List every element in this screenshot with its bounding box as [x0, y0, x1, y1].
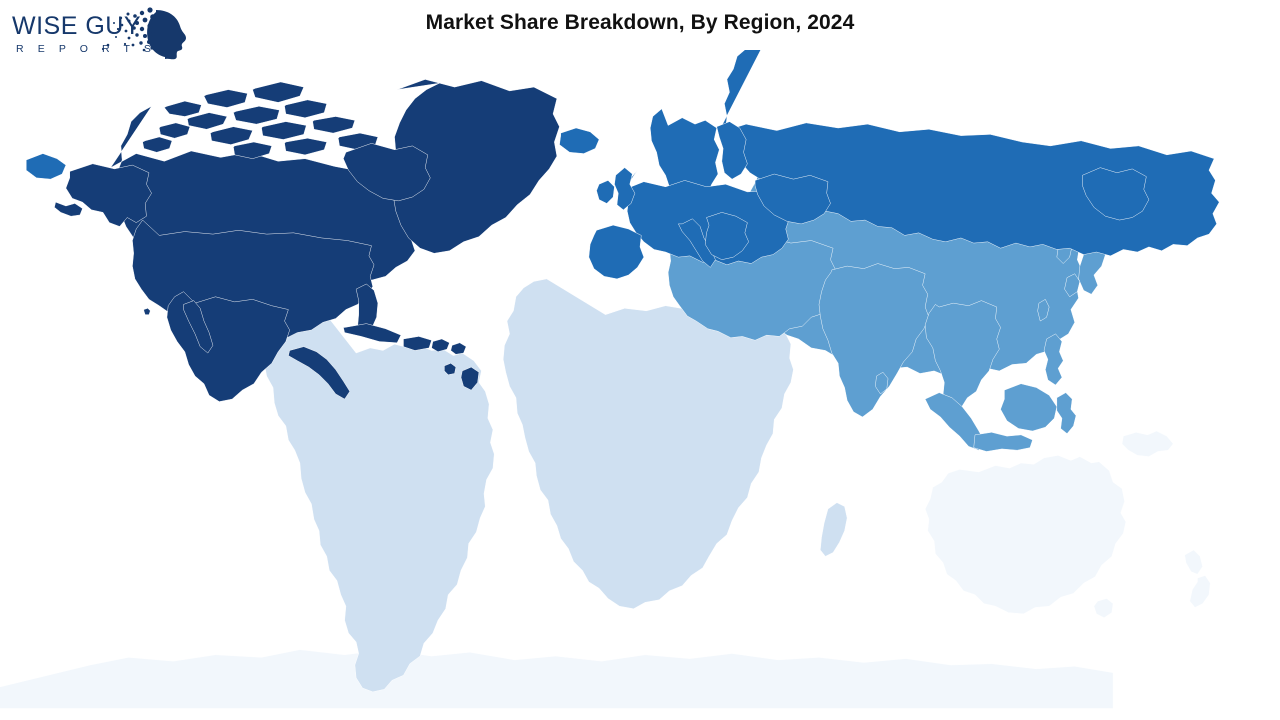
wise-guy-reports-logo: WISE GUY R E P O R T S — [8, 4, 198, 60]
region-rest-of-world — [0, 431, 1210, 708]
country-finland — [717, 122, 748, 180]
country-italy — [678, 219, 715, 268]
country-iberia — [589, 225, 644, 279]
country-ireland — [597, 180, 615, 203]
country-central-america — [288, 347, 349, 399]
head-silhouette-icon — [147, 10, 186, 60]
world-map-container — [0, 50, 1280, 720]
country-russia-far-east — [1082, 168, 1148, 220]
country-russia-wrap-left — [26, 154, 66, 180]
country-eastern-europe — [755, 174, 830, 224]
region-europe — [26, 50, 1219, 279]
logo-wordmark-top: WISE GUY — [12, 12, 141, 40]
logo-svg: WISE GUY R E P O R T S — [12, 7, 186, 60]
continent-africa — [503, 279, 793, 609]
country-aleutian-islands — [54, 202, 82, 216]
country-tasmania — [1094, 599, 1113, 618]
country-sri-lanka — [875, 372, 888, 394]
country-caribbean-islands — [403, 336, 466, 354]
country-baffin-island — [343, 143, 430, 201]
country-iceland — [559, 128, 599, 154]
country-papua-new-guinea — [1122, 431, 1173, 457]
country-alaska — [66, 164, 152, 227]
country-united-kingdom — [614, 168, 634, 210]
country-southeast-asia — [925, 301, 1000, 414]
country-baja-california — [184, 301, 213, 353]
country-canadian-arctic — [143, 82, 378, 159]
continent-antarctica — [0, 650, 1113, 709]
logo-wordmark-bottom: R E P O R T S — [16, 43, 157, 55]
country-australia — [925, 455, 1126, 614]
country-madagascar — [820, 503, 847, 557]
country-balkans — [705, 212, 748, 259]
country-philippines — [1044, 334, 1063, 385]
region-south-america-mea — [264, 276, 847, 692]
country-hawaii-marker — [144, 308, 150, 314]
country-sulawesi — [1057, 393, 1076, 434]
region-north-america — [54, 79, 559, 401]
dot-cloud-icon — [101, 7, 156, 52]
country-cuba — [343, 324, 401, 343]
world-choropleth-map — [0, 50, 1280, 720]
country-java — [974, 432, 1033, 451]
country-south-america — [264, 276, 494, 692]
country-taiwan — [1038, 299, 1050, 321]
page-title: Market Share Breakdown, By Region, 2024 — [425, 11, 855, 34]
country-south-asia — [819, 264, 929, 417]
country-greenland — [392, 79, 560, 253]
country-trinidad — [444, 363, 456, 375]
country-borneo — [1001, 384, 1057, 431]
country-new-zealand — [1185, 550, 1211, 608]
country-guianas — [461, 367, 479, 390]
